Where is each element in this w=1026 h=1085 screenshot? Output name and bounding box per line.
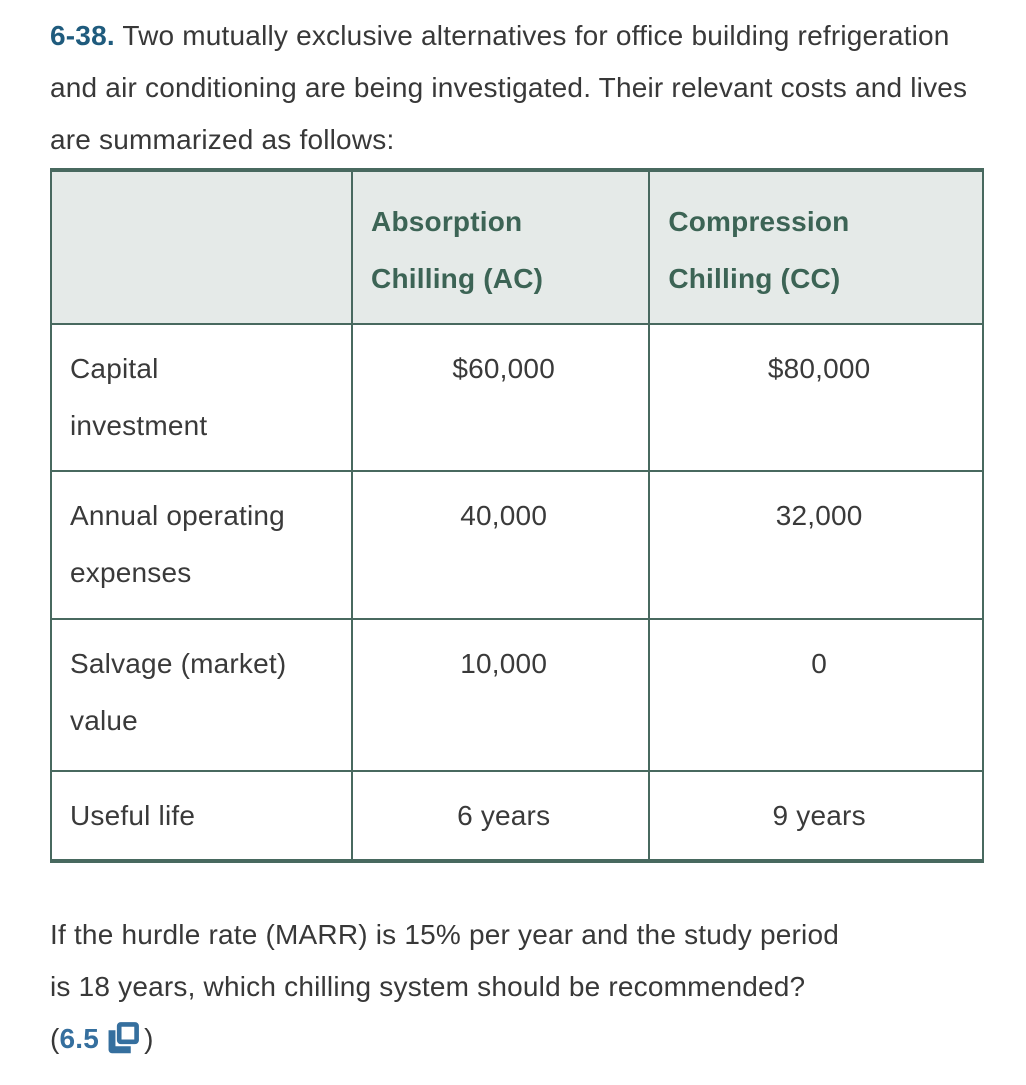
useful-life-cc: 9 years [648,770,984,862]
row-label-capital-investment: Capital investment [49,323,354,472]
table-row: Annual operating expenses 40,000 32,000 [49,470,984,620]
row-label-useful-life: Useful life [49,770,354,862]
question-text: If the hurdle rate (MARR) is 15% per yea… [50,919,840,1054]
alternatives-cost-table: Absorption Chilling (AC) Compression Chi… [49,168,984,863]
annual-operating-expenses-cc: 32,000 [648,470,984,620]
useful-life-ac: 6 years [351,770,651,862]
question-close-paren: ) [144,1023,154,1054]
header-absorption-chilling: Absorption Chilling (AC) [351,169,651,325]
row-label-annual-operating-expenses: Annual operating expenses [49,470,354,620]
section-reference-label[interactable]: 6.5 [59,1023,100,1054]
row-label-salvage-value: Salvage (market) value [49,618,354,772]
capital-investment-ac: $60,000 [351,323,651,472]
section-link-pages-icon[interactable] [99,1022,144,1054]
problem-intro-text: Two mutually exclusive alternatives for … [50,20,968,155]
header-empty-cell [49,169,354,325]
problem-intro: 6-38. Two mutually exclusive alternative… [50,10,984,166]
table-row: Salvage (market) value 10,000 0 [49,618,984,772]
header-compression-chilling: Compression Chilling (CC) [648,169,984,325]
section-reference-link[interactable]: 6.5 [59,1022,145,1054]
problem-number: 6-38. [50,20,115,51]
capital-investment-cc: $80,000 [648,323,984,472]
annual-operating-expenses-ac: 40,000 [351,470,651,620]
problem-question: If the hurdle rate (MARR) is 15% per yea… [50,909,862,1065]
salvage-value-cc: 0 [648,618,984,772]
table-row: Useful life 6 years 9 years [49,770,984,862]
salvage-value-ac: 10,000 [351,618,651,772]
table-header-row: Absorption Chilling (AC) Compression Chi… [49,169,984,325]
table-row: Capital investment $60,000 $80,000 [49,323,984,472]
